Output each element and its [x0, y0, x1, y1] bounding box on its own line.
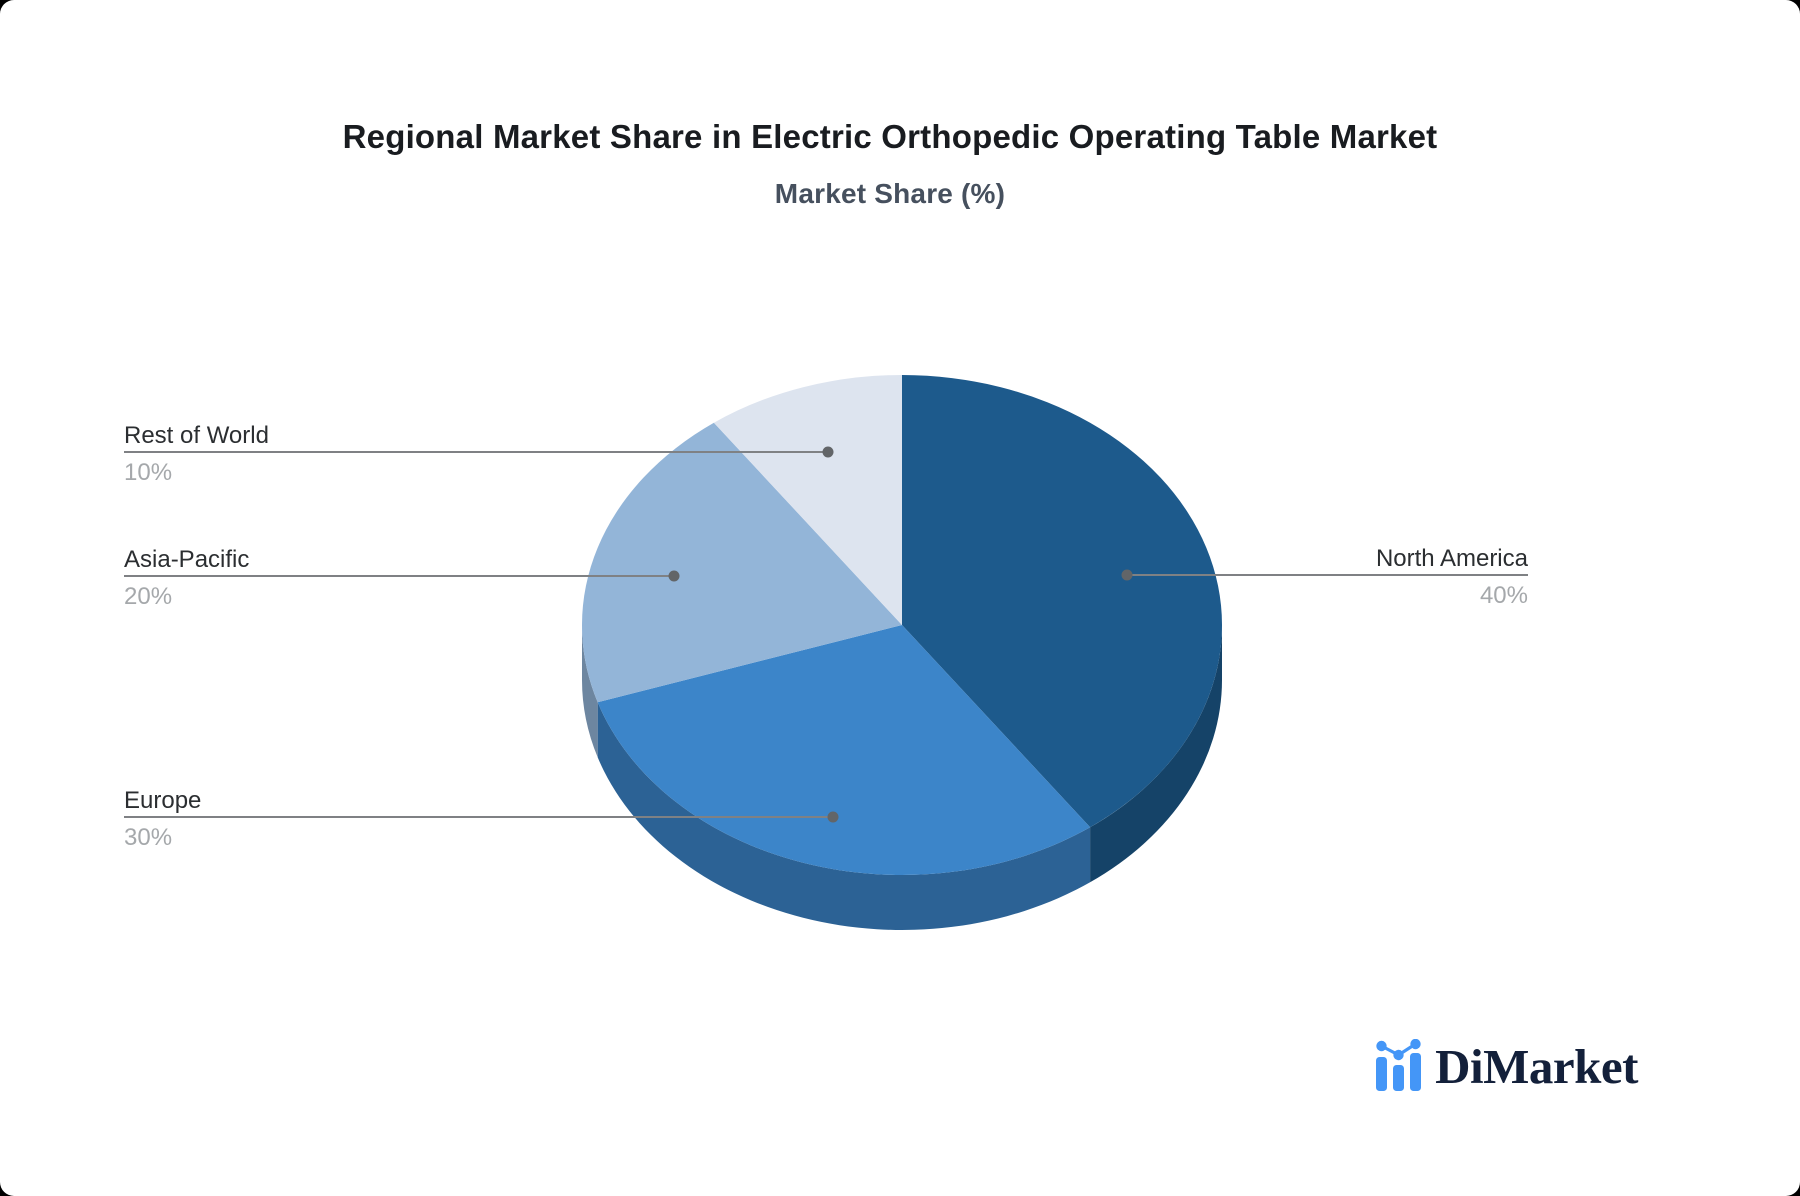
pie-slice-depth — [597, 702, 1091, 931]
leader-dot — [827, 811, 839, 823]
callout-label: North America — [1376, 545, 1529, 572]
pie-slice-asia-pacific[interactable] — [582, 422, 902, 703]
chart-subtitle: Market Share (%) — [774, 178, 1006, 209]
callout-value: 20% — [124, 583, 172, 610]
logo-text: DiMarket — [1435, 1039, 1638, 1094]
pie-slice-depth — [582, 625, 598, 758]
dimarket-logo: DiMarket — [1373, 1036, 1638, 1098]
callout-value: 40% — [1480, 582, 1528, 609]
leader-dot — [822, 446, 834, 458]
callout-label: Europe — [124, 787, 201, 814]
pie-slice-north-america[interactable] — [902, 375, 1222, 828]
callout-value: 30% — [124, 824, 172, 851]
callout-value: 10% — [124, 459, 172, 486]
pie-slice-rest-of-world[interactable] — [713, 375, 902, 625]
leader-dot — [1121, 569, 1133, 581]
callout-label: Rest of World — [124, 422, 269, 449]
chart-title: Regional Market Share in Electric Orthop… — [342, 118, 1438, 155]
pie-slice-europe[interactable] — [597, 625, 1091, 876]
leader-dot — [668, 570, 680, 582]
callout-label: Asia-Pacific — [124, 546, 249, 573]
pie-slice-depth — [1090, 625, 1222, 883]
bar-line-chart-icon — [1376, 1039, 1422, 1091]
title-block: Regional Market Share in Electric Orthop… — [0, 0, 1780, 210]
